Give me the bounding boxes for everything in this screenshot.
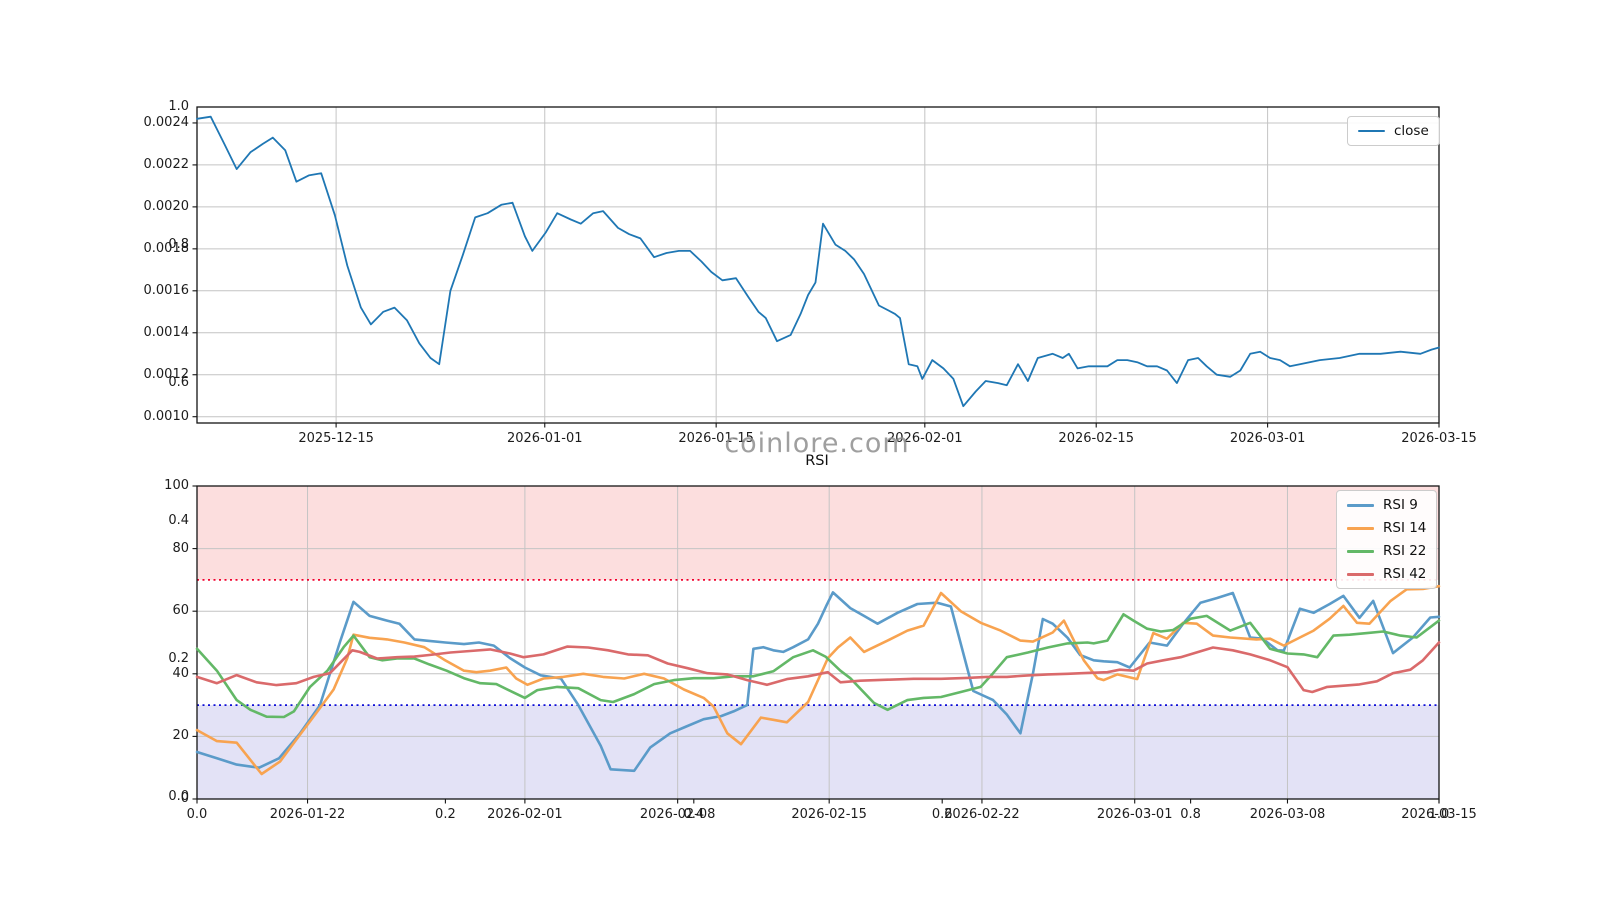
overlay-y-tick-label: 0.4 [168, 513, 189, 528]
legend-label: close [1394, 123, 1429, 139]
rsi-y-tick-label: 100 [164, 478, 189, 493]
watermark: coinlore.com [724, 428, 910, 459]
series-rsi-22 [195, 612, 1441, 719]
legend-swatch [1347, 572, 1374, 576]
rsi-secondary-x-tick-label: 0.0 [186, 807, 208, 822]
overlay-y-tick-label: 0.0 [168, 789, 189, 804]
rsi-secondary-x-tick-label: 0.4 [683, 807, 705, 822]
rsi-secondary-x-tick-label: 0.2 [435, 807, 456, 822]
rsi-x-tick-label: 2026-03-01 [1096, 807, 1173, 822]
legend-swatch [1347, 503, 1374, 507]
rsi-y-tick-label: 20 [172, 728, 189, 744]
rsi-x-tick-label: 2026-02-15 [791, 807, 867, 822]
overlay-y-tick-label: 0.8 [168, 237, 189, 252]
legend-label: RSI 22 [1383, 543, 1427, 559]
price-x-tick-label: 2026-02-01 [887, 431, 963, 446]
legend-label: RSI 14 [1383, 520, 1427, 536]
rsi-y-tick-label: 60 [172, 603, 189, 619]
price-y-tick-label: 0.0014 [143, 324, 190, 340]
rsi-subplot-title: RSI [805, 453, 829, 469]
series-rsi-9 [195, 591, 1441, 773]
rsi-x-tick-label: 2026-03-15 [1401, 807, 1477, 822]
legend-entry-rsi-9: RSI 9 [1347, 497, 1426, 513]
price-x-tick-label: 2026-02-15 [1058, 431, 1134, 446]
rsi-x-tick-label: 2026-02-01 [487, 807, 563, 822]
price-x-tick-label: 2026-01-15 [678, 431, 754, 446]
overlay-y-tick-label: 0.2 [168, 651, 189, 666]
legend-entry-rsi-14: RSI 14 [1347, 520, 1426, 536]
price-x-tick-label: 2026-03-01 [1229, 431, 1306, 446]
price-x-tick-label: 2025-12-15 [298, 431, 374, 446]
price-y-tick-label: 0.0018 [143, 240, 190, 256]
legend-swatch [1347, 549, 1374, 553]
price-x-tick-label: 2026-01-01 [506, 431, 583, 446]
rsi-x-tick-label: 2026-02-08 [639, 807, 716, 822]
rsi-legend: RSI 9 RSI 14 RSI 22 RSI 42 [1336, 490, 1438, 589]
overlay-y-tick-label: 0.6 [168, 375, 189, 390]
legend-label: RSI 9 [1383, 497, 1418, 513]
rsi-y-tick-label: 0 [180, 791, 189, 806]
oversold-band [197, 705, 1439, 799]
legend-label: RSI 42 [1383, 566, 1427, 582]
legend-swatch [1358, 130, 1385, 132]
price-x-tick-label: 2026-03-15 [1401, 431, 1477, 446]
price-y-tick-label: 0.0022 [143, 156, 190, 172]
rsi-y-tick-label: 80 [172, 540, 189, 556]
series-close [196, 115, 1440, 408]
rsi-x-tick-label: 2026-01-22 [269, 807, 346, 822]
legend-entry-rsi-42: RSI 42 [1347, 566, 1426, 582]
overlay-y-tick-label: 1.0 [168, 99, 189, 114]
price-y-tick-label: 0.0024 [143, 114, 190, 130]
overbought-band [197, 486, 1439, 580]
price-y-tick-label: 0.0020 [143, 198, 190, 214]
rsi-x-tick-label: 2026-03-08 [1249, 807, 1326, 822]
legend-swatch [1347, 526, 1374, 530]
price-legend: close [1347, 116, 1440, 146]
price-y-tick-label: 0.0016 [143, 282, 190, 298]
series-rsi-42 [195, 641, 1441, 694]
price-y-tick-label: 0.0010 [143, 408, 190, 424]
rsi-x-tick-label: 2026-02-22 [944, 807, 1020, 822]
legend-entry-close: close [1358, 123, 1429, 139]
rsi-secondary-x-tick-label: 0.8 [1180, 807, 1201, 822]
rsi-secondary-x-tick-label: 1.0 [1428, 807, 1450, 822]
price-y-tick-label: 0.0012 [143, 366, 190, 382]
legend-entry-rsi-22: RSI 22 [1347, 543, 1426, 559]
plot-spines [196, 106, 1440, 424]
rsi-secondary-x-tick-label: 0.6 [931, 807, 953, 822]
rsi-y-tick-label: 40 [172, 665, 189, 681]
